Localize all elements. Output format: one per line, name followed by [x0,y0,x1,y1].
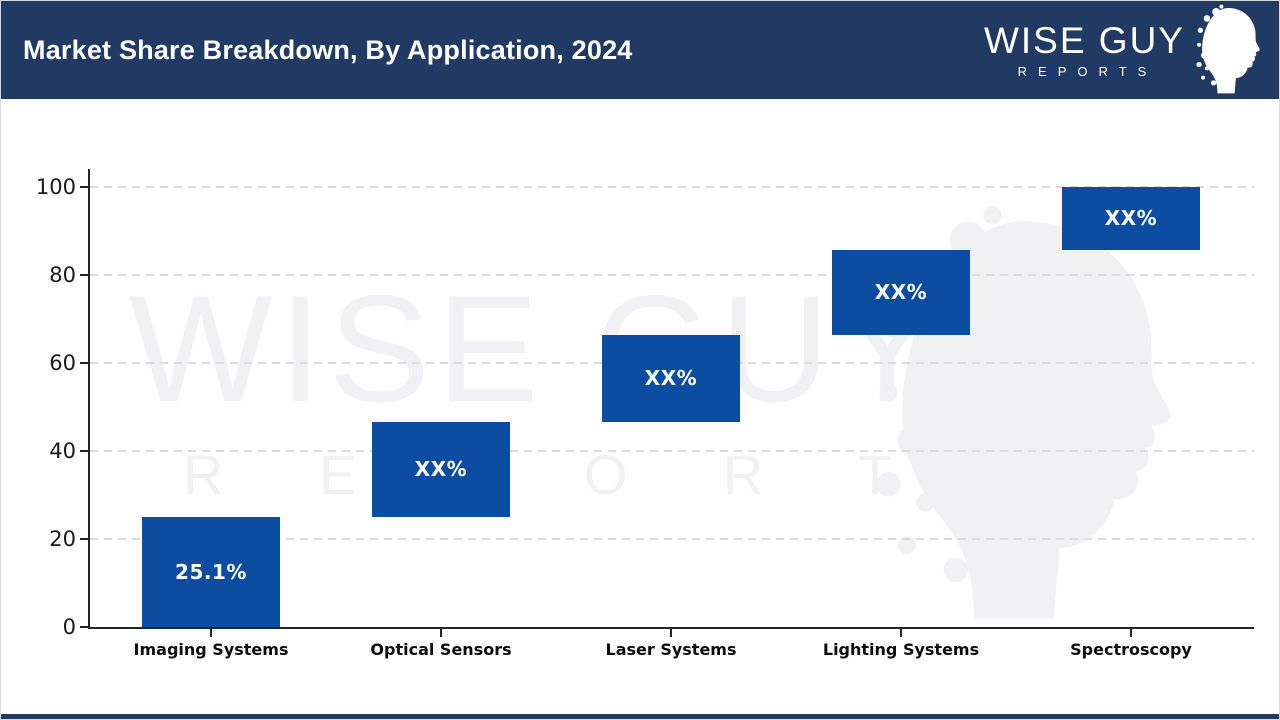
grid-line [90,538,1254,540]
x-category-label: Imaging Systems [133,640,289,659]
bar-value-label: XX% [644,366,698,391]
y-tick-label: 80 [49,263,76,287]
logo-face-icon [1196,4,1260,94]
y-tick-mark [80,362,88,364]
brand-name: WISE GUY [983,19,1185,61]
y-tick-mark [80,450,88,452]
y-tick-label: 40 [49,439,76,463]
y-tick-mark [80,626,88,628]
y-tick-mark [80,274,88,276]
footer-bar [1,714,1279,719]
brand-logo-text: WISE GUY REPORTS [984,22,1185,79]
bar-value-label: 25.1% [175,559,247,584]
bar: XX% [1062,187,1200,250]
x-category-label: Spectroscopy [1070,640,1192,659]
y-tick-mark [80,186,88,188]
brand-subtitle: REPORTS [1017,63,1158,79]
y-tick-label: 60 [49,351,76,375]
brand-logo: WISE GUY REPORTS [984,1,1269,99]
x-axis-line [88,627,1254,629]
x-tick-mark [210,629,212,637]
x-tick-mark [670,629,672,637]
x-category-label: Laser Systems [605,640,737,659]
grid-line [90,186,1254,188]
grid-line [90,450,1254,452]
x-tick-mark [440,629,442,637]
y-tick-mark [80,538,88,540]
bar: XX% [602,334,740,422]
y-tick-label: 100 [35,175,76,199]
header-bar: Market Share Breakdown, By Application, … [1,1,1279,99]
x-category-label: Lighting Systems [822,640,980,659]
bar-value-label: XX% [414,457,468,482]
x-tick-mark [900,629,902,637]
y-tick-label: 20 [49,527,76,551]
y-axis-line [88,169,90,629]
x-category-label: Optical Sensors [370,640,512,659]
bar-value-label: XX% [1104,206,1158,231]
bar-value-label: XX% [874,280,928,305]
bar: XX% [372,421,510,517]
y-tick-label: 0 [62,615,76,639]
bar: XX% [832,249,970,335]
x-tick-mark [1130,629,1132,637]
chart-title: Market Share Breakdown, By Application, … [23,34,633,65]
bar: 25.1% [142,516,280,627]
grid-line [90,274,1254,276]
